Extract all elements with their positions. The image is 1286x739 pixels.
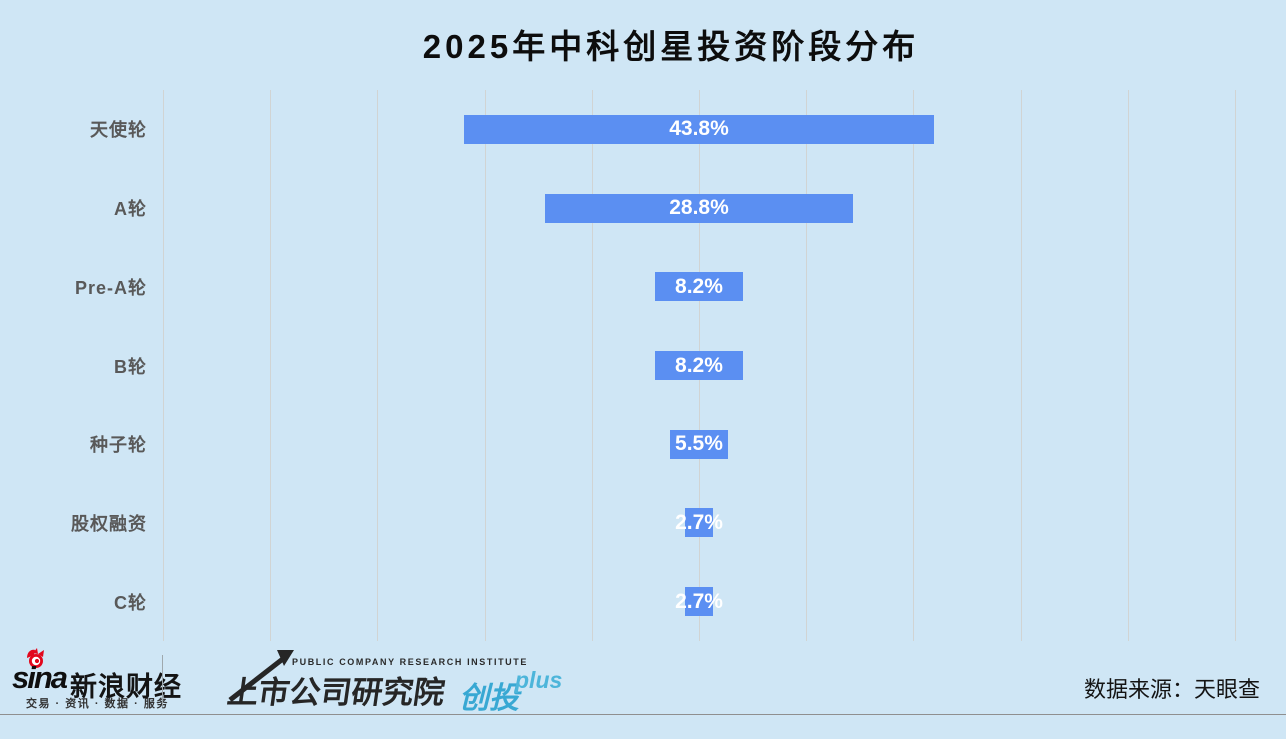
gridline <box>1127 90 1129 641</box>
sina-tagline: 交易 · 资讯 · 数据 · 服务 <box>26 698 169 710</box>
category-label: 种子轮 <box>90 435 147 456</box>
institute-english-name: PUBLIC COMPANY RESEARCH INSTITUTE <box>292 657 528 667</box>
gridline <box>913 90 915 641</box>
data-source-label: 数据来源：天眼查 <box>1083 677 1260 702</box>
sina-logo: sina <box>12 660 68 695</box>
bar-row: 5.5% <box>163 405 1235 484</box>
gridline <box>806 90 808 641</box>
bottom-strip <box>0 714 1286 739</box>
gridline <box>1020 90 1022 641</box>
bar-row: 8.2% <box>163 247 1235 326</box>
bar: 2.7% <box>675 508 723 538</box>
bar-value-label: 2.7% <box>675 510 723 534</box>
category-label: Pre-A轮 <box>74 277 147 298</box>
footer-divider <box>162 655 163 707</box>
bar-rows: 43.8% 28.8% 8.2% 8.2% 5.5% 2.7% 2.7% <box>163 90 1235 641</box>
gridline <box>163 90 164 641</box>
category-label: A轮 <box>114 199 147 220</box>
bar: 5.5% <box>669 429 729 459</box>
chuangtou-brand: 创投 <box>459 682 519 715</box>
bar-row: 2.7% <box>163 562 1235 641</box>
gridline <box>591 90 593 641</box>
category-label: 天使轮 <box>90 120 147 141</box>
category-label: 股权融资 <box>71 513 147 534</box>
bar-row: 28.8% <box>163 169 1235 248</box>
bar-value-label: 43.8% <box>669 117 729 141</box>
chart-title: 2025年中科创星投资阶段分布 <box>422 28 920 65</box>
bar-row: 2.7% <box>163 484 1235 563</box>
gridline <box>377 90 379 641</box>
sina-eye-icon <box>24 648 48 675</box>
chart-plot: 43.8% 28.8% 8.2% 8.2% 5.5% 2.7% 2.7% <box>163 90 1236 641</box>
bar: 8.2% <box>655 351 743 381</box>
institute-chinese-name: 上市公司研究院 <box>225 675 448 710</box>
bar-row: 8.2% <box>163 326 1235 405</box>
gridline <box>1235 90 1236 641</box>
gridline <box>270 90 272 641</box>
bar: 43.8% <box>464 114 934 144</box>
bar-row: 43.8% <box>163 90 1235 169</box>
bar-value-label: 2.7% <box>675 589 723 613</box>
category-label: C轮 <box>114 592 147 613</box>
bar-value-label: 5.5% <box>675 432 723 456</box>
footer: sina 新浪财经 交易 · 资讯 · 数据 · 服务 PUBLIC COMPA… <box>0 646 1286 715</box>
chuangtou-plus-suffix: plus <box>515 667 563 693</box>
bar-value-label: 8.2% <box>675 274 723 298</box>
category-label: B轮 <box>114 356 147 377</box>
bar-value-label: 8.2% <box>675 353 723 377</box>
category-axis: 天使轮 A轮 Pre-A轮 B轮种子轮股权融资 C轮 <box>0 90 147 641</box>
bar: 8.2% <box>655 272 743 302</box>
bar: 2.7% <box>675 587 723 617</box>
gridline <box>484 90 486 641</box>
bar-value-label: 28.8% <box>669 196 729 220</box>
up-arrow-icon <box>222 648 300 711</box>
bar: 28.8% <box>544 193 854 223</box>
